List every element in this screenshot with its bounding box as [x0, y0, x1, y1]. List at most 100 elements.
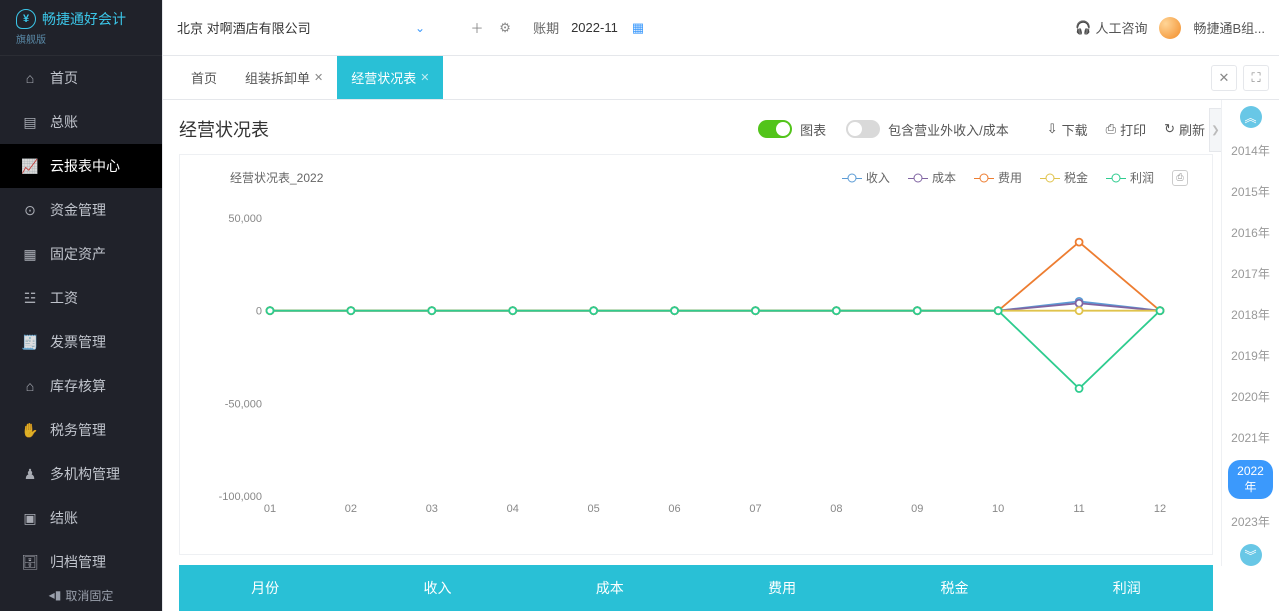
legend-marker-icon — [1040, 174, 1060, 182]
svg-text:08: 08 — [830, 503, 842, 515]
summary-col-收入: 收入 — [351, 565, 523, 611]
legend-item-利润[interactable]: 利润 — [1106, 169, 1154, 186]
company-dropdown-icon[interactable]: ⌄ — [415, 21, 425, 35]
year-2023年[interactable]: 2023年 — [1222, 503, 1279, 540]
calendar-icon[interactable]: ▦ — [632, 20, 644, 36]
year-scroll-down[interactable]: ︾ — [1240, 544, 1262, 566]
summary-col-利润: 利润 — [1041, 565, 1213, 611]
year-2017年[interactable]: 2017年 — [1222, 255, 1279, 292]
sidebar-item-stock[interactable]: ⌂库存核算 — [0, 364, 162, 408]
legend-item-税金[interactable]: 税金 — [1040, 169, 1088, 186]
year-2019年[interactable]: 2019年 — [1222, 337, 1279, 374]
close-icon: ▣ — [22, 510, 38, 526]
year-rail-handle[interactable]: ❯ — [1209, 108, 1221, 152]
legend-marker-icon — [908, 174, 928, 182]
unpin-button[interactable]: ◂▮ 取消固定 — [0, 579, 162, 611]
sidebar-item-salary[interactable]: ☳工资 — [0, 276, 162, 320]
topbar: 北京 对啊酒店有限公司 ⌄ ＋ ⚙ 账期 2022-11 ▦ 🎧 人工咨询 畅捷… — [163, 0, 1279, 56]
year-2014年[interactable]: 2014年 — [1222, 132, 1279, 169]
year-2022年[interactable]: 2022年 — [1228, 460, 1273, 499]
fullscreen-button[interactable]: ⛶ — [1243, 65, 1269, 91]
gear-icon[interactable]: ⚙ — [495, 18, 515, 38]
year-scroll-up[interactable]: ︽ — [1240, 106, 1262, 128]
svg-text:50,000: 50,000 — [228, 213, 262, 225]
page-header: 经营状况表 图表 包含营业外收入/成本 ⇩ 下载 ⎙ 打印 ↻ 刷新 — [179, 116, 1213, 142]
year-2016年[interactable]: 2016年 — [1222, 214, 1279, 251]
sidebar-item-report[interactable]: 📈云报表中心 — [0, 144, 162, 188]
legend-item-费用[interactable]: 费用 — [974, 169, 1022, 186]
chart-card: 经营状况表_2022 收入成本费用税金利润⎙ -100,000-50,00005… — [179, 154, 1213, 555]
sidebar-item-close[interactable]: ▣结账 — [0, 496, 162, 540]
year-rail-wrap: ❯ ︽2014年2015年2016年2017年2018年2019年2020年20… — [1221, 100, 1279, 611]
asset-icon: ▦ — [22, 246, 38, 262]
svg-text:-100,000: -100,000 — [219, 491, 262, 503]
svg-text:-50,000: -50,000 — [225, 398, 262, 410]
tab-经营状况表[interactable]: 经营状况表✕ — [337, 56, 443, 99]
refresh-icon: ↻ — [1164, 121, 1175, 137]
summary-table-header: 月份收入成本费用税金利润 — [179, 565, 1213, 611]
sidebar-item-ledger[interactable]: ▤总账 — [0, 100, 162, 144]
tab-组装拆卸单[interactable]: 组装拆卸单✕ — [231, 56, 337, 99]
legend-save-icon[interactable]: ⎙ — [1172, 170, 1188, 186]
brand-name: 畅捷通好会计 — [42, 9, 126, 29]
year-2015年[interactable]: 2015年 — [1222, 173, 1279, 210]
tab-close-all-button[interactable]: ✕ — [1211, 65, 1237, 91]
legend-marker-icon — [974, 174, 994, 182]
extra-income-toggle[interactable] — [846, 120, 880, 138]
period-value[interactable]: 2022-11 — [571, 20, 618, 35]
sidebar-item-org[interactable]: ♟多机构管理 — [0, 452, 162, 496]
summary-col-月份: 月份 — [179, 565, 351, 611]
summary-col-费用: 费用 — [696, 565, 868, 611]
consult-button[interactable]: 🎧 人工咨询 — [1075, 18, 1147, 37]
avatar-icon[interactable] — [1159, 17, 1181, 39]
tax-icon: ✋ — [22, 422, 38, 438]
brand-block: ¥ 畅捷通好会计 旗舰版 — [0, 0, 162, 56]
sidebar-item-asset[interactable]: ▦固定资产 — [0, 232, 162, 276]
tab-close-icon[interactable]: ✕ — [420, 71, 429, 84]
chart-toggle[interactable] — [758, 120, 792, 138]
svg-text:11: 11 — [1073, 503, 1084, 515]
page-title: 经营状况表 — [179, 116, 269, 142]
print-icon: ⎙ — [1106, 121, 1116, 137]
svg-text:07: 07 — [749, 503, 761, 515]
unpin-icon: ◂▮ — [49, 588, 62, 602]
tabs-bar: 首页组装拆卸单✕经营状况表✕ ✕ ⛶ — [163, 56, 1279, 100]
sidebar-item-tax[interactable]: ✋税务管理 — [0, 408, 162, 452]
tab-首页[interactable]: 首页 — [177, 56, 231, 99]
headset-icon: 🎧 — [1075, 20, 1091, 36]
refresh-button[interactable]: ↻ 刷新 — [1164, 120, 1205, 139]
legend-item-收入[interactable]: 收入 — [842, 169, 890, 186]
download-button[interactable]: ⇩ 下载 — [1047, 120, 1088, 139]
svg-text:03: 03 — [426, 503, 438, 515]
ledger-icon: ▤ — [22, 114, 38, 130]
sidebar-item-home[interactable]: ⌂首页 — [0, 56, 162, 100]
sidebar-item-archive[interactable]: 🗄归档管理 — [0, 540, 162, 579]
user-name[interactable]: 畅捷通B组... — [1193, 18, 1265, 37]
fund-icon: ⊙ — [22, 202, 38, 218]
legend-item-成本[interactable]: 成本 — [908, 169, 956, 186]
company-select[interactable]: 北京 对啊酒店有限公司 — [177, 18, 407, 37]
svg-text:02: 02 — [345, 503, 357, 515]
sidebar-item-invoice[interactable]: 🧾发票管理 — [0, 320, 162, 364]
report-icon: 📈 — [22, 158, 38, 174]
year-2021年[interactable]: 2021年 — [1222, 419, 1279, 456]
archive-icon: 🗄 — [22, 554, 38, 570]
sidebar-nav: ⌂首页▤总账📈云报表中心⊙资金管理▦固定资产☳工资🧾发票管理⌂库存核算✋税务管理… — [0, 56, 162, 579]
stock-icon: ⌂ — [22, 378, 38, 394]
svg-text:05: 05 — [588, 503, 600, 515]
year-2018年[interactable]: 2018年 — [1222, 296, 1279, 333]
brand-logo-icon: ¥ — [16, 9, 36, 29]
svg-text:0: 0 — [256, 306, 262, 318]
summary-col-税金: 税金 — [868, 565, 1040, 611]
chart-svg: -100,000-50,000050,000010203040506070809… — [200, 186, 1192, 546]
brand-edition: 旗舰版 — [16, 31, 162, 46]
sidebar: ¥ 畅捷通好会计 旗舰版 ⌂首页▤总账📈云报表中心⊙资金管理▦固定资产☳工资🧾发… — [0, 0, 162, 611]
add-icon[interactable]: ＋ — [467, 18, 487, 38]
legend-marker-icon — [842, 174, 862, 182]
svg-text:10: 10 — [992, 503, 1004, 515]
sidebar-item-fund[interactable]: ⊙资金管理 — [0, 188, 162, 232]
svg-text:06: 06 — [668, 503, 680, 515]
print-button[interactable]: ⎙ 打印 — [1106, 120, 1146, 139]
year-2020年[interactable]: 2020年 — [1222, 378, 1279, 415]
tab-close-icon[interactable]: ✕ — [314, 71, 323, 84]
